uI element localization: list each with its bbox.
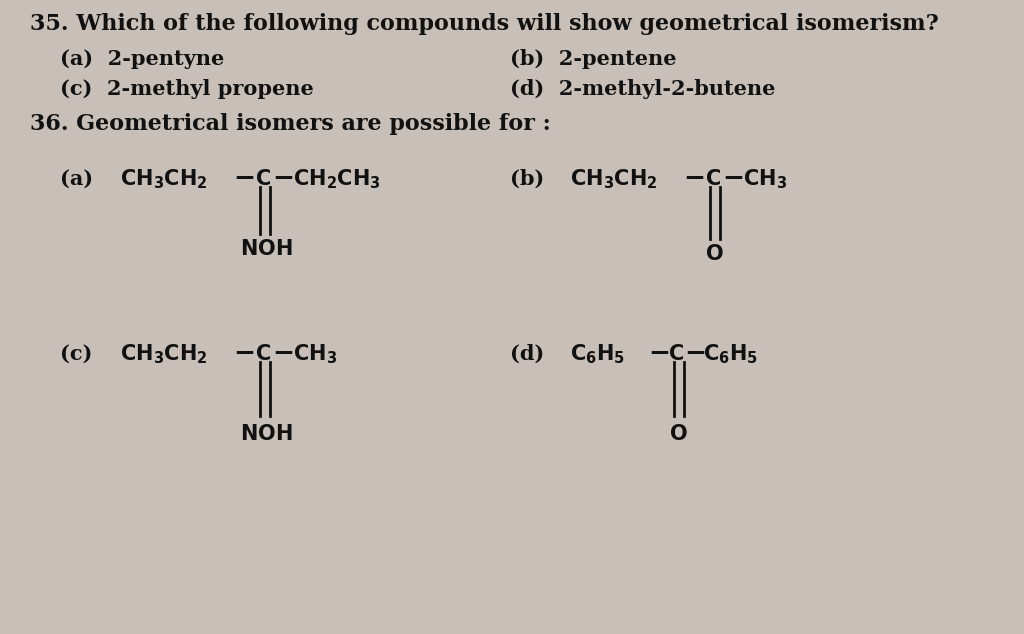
Text: (d)  2-methyl-2-butene: (d) 2-methyl-2-butene	[510, 79, 775, 99]
Text: $\mathbf{-}$: $\mathbf{-}$	[233, 339, 254, 365]
Text: $\mathbf{C}$: $\mathbf{C}$	[255, 344, 271, 364]
Text: $\mathbf{-}$: $\mathbf{-}$	[648, 339, 670, 365]
Text: (a)  2-pentyne: (a) 2-pentyne	[60, 49, 224, 69]
Text: $\mathbf{C_6H_5}$: $\mathbf{C_6H_5}$	[570, 342, 626, 366]
Text: 36. Geometrical isomers are possible for :: 36. Geometrical isomers are possible for…	[30, 113, 551, 135]
Text: $\mathbf{-}$: $\mathbf{-}$	[722, 164, 743, 190]
Text: $\mathbf{C_6H_5}$: $\mathbf{C_6H_5}$	[703, 342, 758, 366]
Text: $\mathbf{C}$: $\mathbf{C}$	[705, 169, 721, 189]
Text: (c)  2-methyl propene: (c) 2-methyl propene	[60, 79, 313, 99]
Text: $\mathbf{-}$: $\mathbf{-}$	[683, 164, 705, 190]
Text: (b): (b)	[510, 169, 544, 189]
Text: (a): (a)	[60, 169, 93, 189]
Text: $\mathbf{CH_3CH_2}$: $\mathbf{CH_3CH_2}$	[120, 167, 208, 191]
Text: (d): (d)	[510, 344, 544, 364]
Text: 35. Which of the following compounds will show geometrical isomerism?: 35. Which of the following compounds wil…	[30, 13, 939, 35]
Text: $\mathbf{C}$: $\mathbf{C}$	[255, 169, 271, 189]
Text: (c): (c)	[60, 344, 92, 364]
Text: $\mathbf{CH_3CH_2}$: $\mathbf{CH_3CH_2}$	[570, 167, 657, 191]
Text: $\mathbf{NOH}$: $\mathbf{NOH}$	[240, 239, 293, 259]
Text: $\mathbf{-}$: $\mathbf{-}$	[272, 164, 293, 190]
Text: $\mathbf{-}$: $\mathbf{-}$	[272, 339, 293, 365]
Text: $\mathbf{CH_3CH_2}$: $\mathbf{CH_3CH_2}$	[120, 342, 208, 366]
Text: $\mathbf{CH_2CH_3}$: $\mathbf{CH_2CH_3}$	[293, 167, 381, 191]
Text: $\mathbf{C}$: $\mathbf{C}$	[668, 344, 684, 364]
Text: $\mathbf{CH_3}$: $\mathbf{CH_3}$	[743, 167, 787, 191]
Text: $\mathbf{-}$: $\mathbf{-}$	[684, 339, 706, 365]
Text: $\mathbf{O}$: $\mathbf{O}$	[705, 244, 723, 264]
Text: $\mathbf{CH_3}$: $\mathbf{CH_3}$	[293, 342, 337, 366]
Text: $\mathbf{-}$: $\mathbf{-}$	[233, 164, 254, 190]
Text: (b)  2-pentene: (b) 2-pentene	[510, 49, 677, 69]
Text: $\mathbf{NOH}$: $\mathbf{NOH}$	[240, 424, 293, 444]
Text: $\mathbf{O}$: $\mathbf{O}$	[669, 424, 687, 444]
